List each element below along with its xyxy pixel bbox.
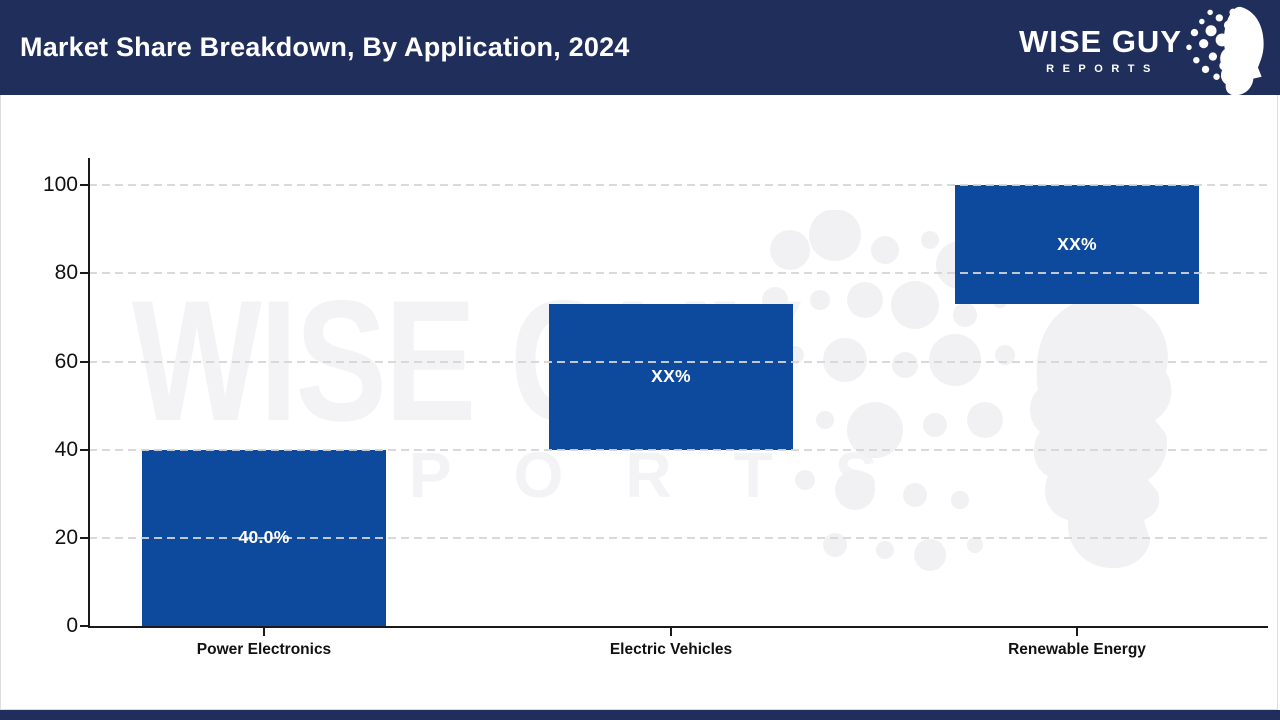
x-tick-mark bbox=[670, 628, 672, 636]
header-bar: Market Share Breakdown, By Application, … bbox=[0, 0, 1280, 96]
bar-value-label: XX% bbox=[1057, 233, 1097, 254]
y-tick-label: 20 bbox=[54, 525, 78, 549]
gridline bbox=[89, 184, 1267, 187]
bar-renewable-energy bbox=[955, 185, 1199, 305]
y-tick-label: 0 bbox=[66, 614, 78, 637]
x-category-label: Renewable Energy bbox=[1008, 641, 1146, 658]
x-axis-spine bbox=[88, 626, 1268, 628]
y-tick-mark bbox=[80, 272, 88, 275]
brand-head-icon bbox=[1186, 6, 1264, 96]
brand-logo: WISE GUY REPORTS bbox=[1018, 0, 1268, 96]
y-tick-mark bbox=[80, 625, 88, 627]
y-tick-mark bbox=[80, 448, 88, 451]
chart-title: Market Share Breakdown, By Application, … bbox=[20, 32, 630, 62]
brand-name: WISE GUY bbox=[1018, 24, 1182, 59]
y-tick-label: 40 bbox=[54, 437, 78, 461]
y-tick-label: 80 bbox=[54, 261, 78, 285]
y-tick-label: 60 bbox=[54, 349, 78, 373]
x-tick-mark bbox=[263, 628, 265, 636]
y-tick-mark bbox=[80, 536, 88, 539]
footer-bar bbox=[0, 710, 1280, 720]
gridline bbox=[89, 448, 1267, 451]
gridline bbox=[89, 360, 1267, 363]
y-tick-mark bbox=[80, 184, 88, 187]
x-tick-mark bbox=[1076, 628, 1078, 636]
bar-electric-vehicles bbox=[549, 304, 793, 450]
brand-text: WISE GUY REPORTS bbox=[1019, 24, 1182, 75]
x-category-label: Power Electronics bbox=[196, 641, 332, 658]
gridline bbox=[89, 272, 1267, 275]
bar-value-label: XX% bbox=[651, 366, 691, 386]
y-tick-label: 100 bbox=[42, 173, 78, 197]
bar-value-label: 40.0% bbox=[238, 526, 290, 547]
gridline bbox=[89, 536, 1267, 539]
x-category-label: Electric Vehicles bbox=[609, 641, 733, 658]
y-tick-mark bbox=[80, 360, 88, 363]
y-axis-spine bbox=[88, 158, 90, 628]
brand-subtitle: REPORTS bbox=[1046, 63, 1159, 75]
